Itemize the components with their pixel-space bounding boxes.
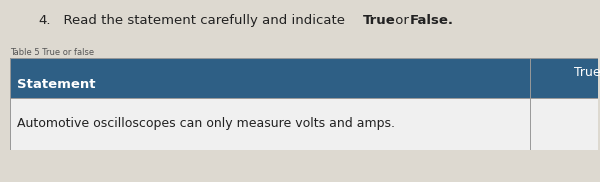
Bar [10,58,598,98]
Text: Read the statement carefully and indicate: Read the statement carefully and indicat… [55,14,349,27]
Text: True: True [574,66,600,78]
Text: Statement: Statement [17,78,95,90]
Text: False.: False. [410,14,454,27]
Text: 4.: 4. [38,14,50,27]
Text: True: True [363,14,396,27]
Bar [10,98,598,150]
Text: or: or [391,14,413,27]
Text: Table 5 True or false: Table 5 True or false [10,48,94,57]
Text: Automotive oscilloscopes can only measure volts and amps.: Automotive oscilloscopes can only measur… [17,118,395,130]
